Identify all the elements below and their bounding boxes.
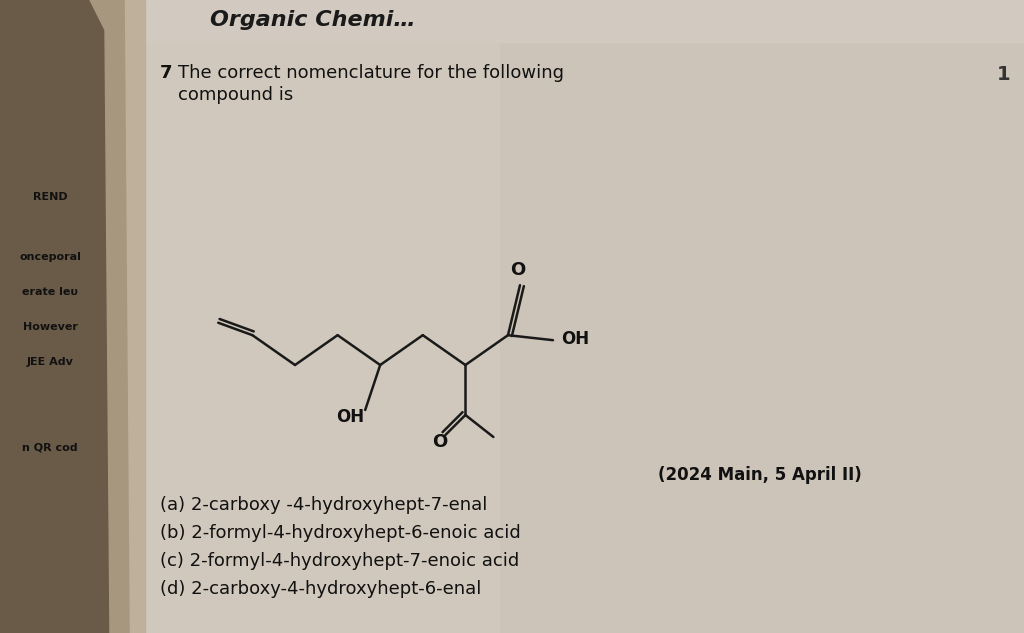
Text: O: O (510, 261, 525, 279)
Text: REND: REND (33, 192, 68, 202)
Bar (130, 0, 1024, 633)
Polygon shape (90, 0, 130, 633)
Polygon shape (0, 0, 110, 633)
Polygon shape (125, 0, 145, 633)
Text: OH: OH (561, 330, 589, 348)
Text: erate leυ: erate leυ (23, 287, 78, 297)
Text: n QR cod: n QR cod (23, 442, 78, 452)
Text: compound is: compound is (178, 86, 293, 104)
Text: The correct nomenclature for the following: The correct nomenclature for the followi… (178, 64, 564, 82)
Text: (c) 2-formyl-4-hydroxyhept-7-enoic acid: (c) 2-formyl-4-hydroxyhept-7-enoic acid (160, 552, 519, 570)
Text: OH: OH (336, 408, 365, 426)
Text: However: However (23, 322, 78, 332)
Text: O: O (432, 433, 447, 451)
Text: (a) 2-carboxy -4-hydroxyhept-7-enal: (a) 2-carboxy -4-hydroxyhept-7-enal (160, 496, 487, 514)
Text: onceporal: onceporal (19, 252, 81, 262)
Text: (b) 2-formyl-4-hydroxyhept-6-enoic acid: (b) 2-formyl-4-hydroxyhept-6-enoic acid (160, 524, 521, 542)
Text: 1: 1 (996, 65, 1010, 84)
Text: Organic Chemi…: Organic Chemi… (210, 10, 416, 30)
Text: (d) 2-carboxy-4-hydroxyhept-6-enal: (d) 2-carboxy-4-hydroxyhept-6-enal (160, 580, 481, 598)
Bar (145, 0, 1024, 42)
Text: JEE Adv: JEE Adv (27, 357, 74, 367)
Text: 7: 7 (160, 64, 172, 82)
Text: (2024 Main, 5 April II): (2024 Main, 5 April II) (658, 466, 862, 484)
Bar (500, 0, 1024, 633)
